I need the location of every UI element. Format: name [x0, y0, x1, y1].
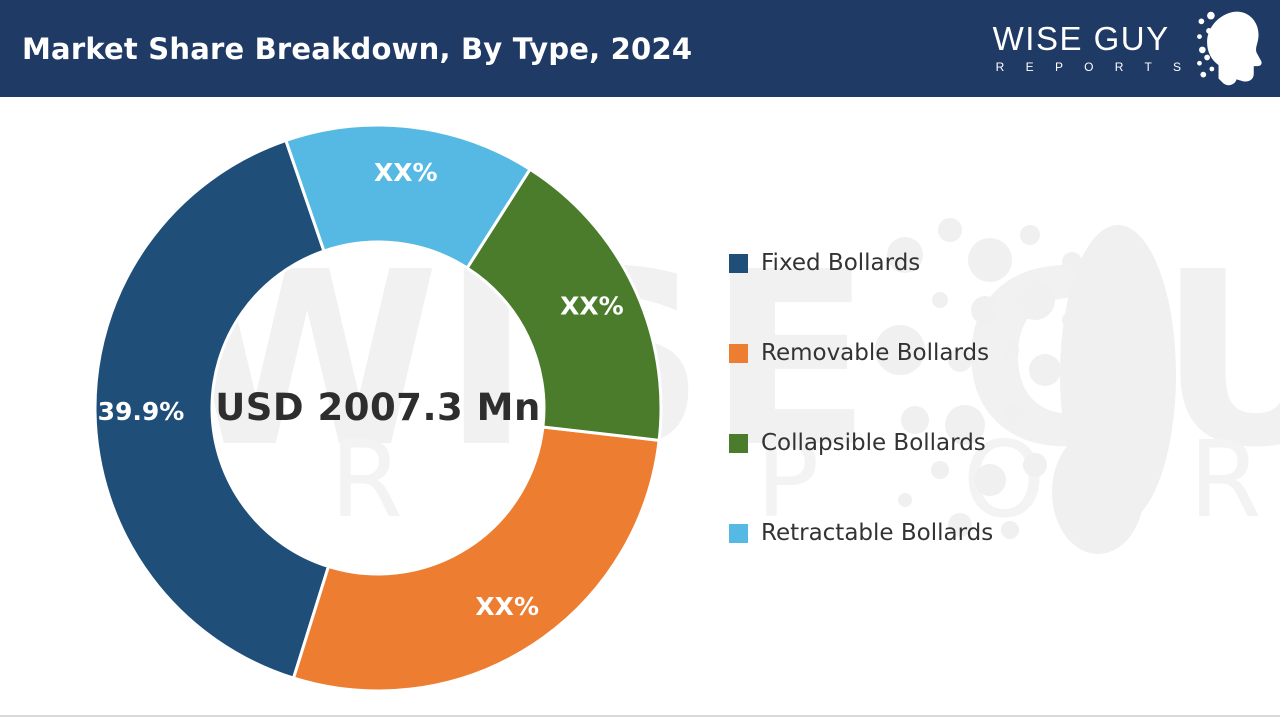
legend-label: Removable Bollards: [761, 340, 990, 366]
legend-swatch-icon: [729, 433, 748, 453]
bottom-divider: [0, 715, 1280, 717]
slice-label-2: XX%: [560, 292, 624, 321]
chart-center-value: USD 2007.3 Mn: [215, 386, 541, 429]
donut-segment-retractable-bollards: [284, 123, 532, 270]
donut-segment-removable-bollards: [292, 425, 661, 693]
legend-swatch-icon: [729, 523, 748, 543]
wiseguy-logo: WISE GUY R E P O R T S: [993, 8, 1266, 88]
legend-swatch-icon: [729, 343, 748, 363]
donut-segment-fixed-bollards: [93, 138, 330, 680]
header-bar: Market Share Breakdown, By Type, 2024 WI…: [0, 0, 1280, 97]
logo-wordmark: WISE GUY: [992, 20, 1170, 57]
legend-label: Retractable Bollards: [761, 520, 994, 546]
legend-label: Fixed Bollards: [761, 250, 921, 276]
page-title: Market Share Breakdown, By Type, 2024: [22, 32, 693, 66]
donut-chart: 39.9% XX% XX% XX%: [93, 123, 663, 693]
legend-swatch-icon: [729, 253, 748, 273]
legend-item-fixed-bollards: Fixed Bollards: [729, 250, 993, 276]
logo-face-icon: [1197, 11, 1262, 86]
legend-item-retractable-bollards: Retractable Bollards: [729, 520, 994, 546]
slice-label-0: 39.9%: [98, 397, 185, 426]
chart-legend: Fixed Bollards Removable Bollards Collapsi…: [729, 250, 994, 612]
legend-label: Collapsible Bollards: [761, 430, 986, 456]
legend-item-collapsible-bollards: Collapsible Bollards: [729, 430, 993, 456]
legend-item-removable-bollards: Removable Bollards: [729, 340, 993, 366]
logo-subtitle: R E P O R T S: [995, 60, 1190, 74]
slice-label-3: XX%: [374, 158, 438, 187]
donut-segment-collapsible-bollards: [465, 167, 663, 442]
slice-label-1: XX%: [475, 592, 539, 621]
